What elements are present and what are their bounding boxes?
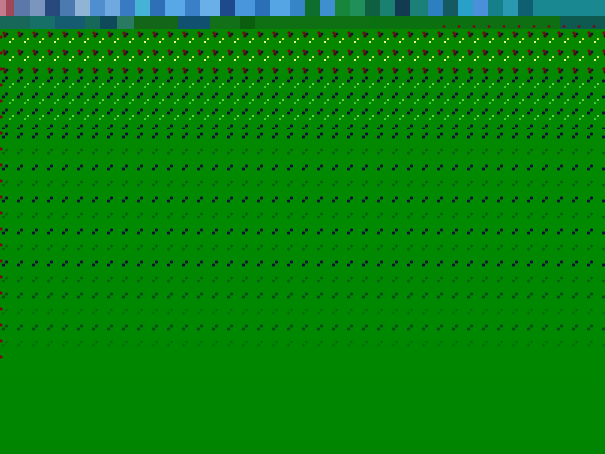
- left-edge-maroon-marks: [0, 29, 5, 359]
- sky-block: [380, 0, 395, 16]
- sky-block: [220, 0, 235, 16]
- sky-block: [0, 0, 6, 16]
- sky-block: [533, 0, 605, 16]
- sky-block: [185, 0, 200, 16]
- sky-block: [395, 0, 410, 16]
- sky-block: [270, 0, 290, 16]
- sky-block: [165, 0, 185, 16]
- sky-block: [488, 0, 503, 16]
- sky-block: [443, 0, 458, 16]
- sky-block: [0, 16, 30, 29]
- sky-block: [365, 0, 380, 16]
- sky-block: [320, 0, 335, 16]
- sky-block: [305, 0, 320, 16]
- sky-block: [120, 0, 135, 16]
- sky-block: [45, 0, 60, 16]
- sky-block: [14, 0, 30, 16]
- early-speck-row-right: [440, 23, 605, 30]
- sky-block: [458, 0, 473, 16]
- sky-block: [30, 0, 45, 16]
- field-zone-dark-slashes: [0, 129, 605, 289]
- field-zone-flower-specks: [0, 29, 605, 74]
- sky-block: [518, 0, 533, 16]
- sky-block: [178, 16, 210, 29]
- sky-block: [350, 0, 365, 16]
- sky-block: [503, 0, 518, 16]
- sky-block: [200, 0, 220, 16]
- sky-mosaic-row-upper: [0, 0, 605, 16]
- sky-block: [150, 0, 165, 16]
- sky-block: [410, 0, 428, 16]
- sky-block: [335, 0, 350, 16]
- sky-block: [90, 0, 105, 16]
- sky-block: [117, 16, 134, 29]
- sky-block: [473, 0, 488, 16]
- sky-block: [60, 0, 75, 16]
- field-zone-fading-slashes: [0, 289, 605, 356]
- sky-block: [75, 0, 90, 16]
- sky-block: [240, 16, 255, 29]
- sky-block: [428, 0, 443, 16]
- sky-block: [6, 0, 14, 16]
- sky-block: [85, 16, 100, 29]
- sky-block: [210, 16, 240, 29]
- field-zone-marks-with-dots: [0, 74, 605, 129]
- sky-block: [100, 16, 117, 29]
- sky-block: [30, 16, 55, 29]
- sky-block: [134, 16, 178, 29]
- green-field: [0, 29, 605, 454]
- sky-block: [105, 0, 120, 16]
- sky-block: [290, 0, 305, 16]
- sky-block: [135, 0, 150, 16]
- sky-block: [235, 0, 255, 16]
- sky-block: [255, 16, 370, 29]
- sky-block: [255, 0, 270, 16]
- sky-block: [55, 16, 85, 29]
